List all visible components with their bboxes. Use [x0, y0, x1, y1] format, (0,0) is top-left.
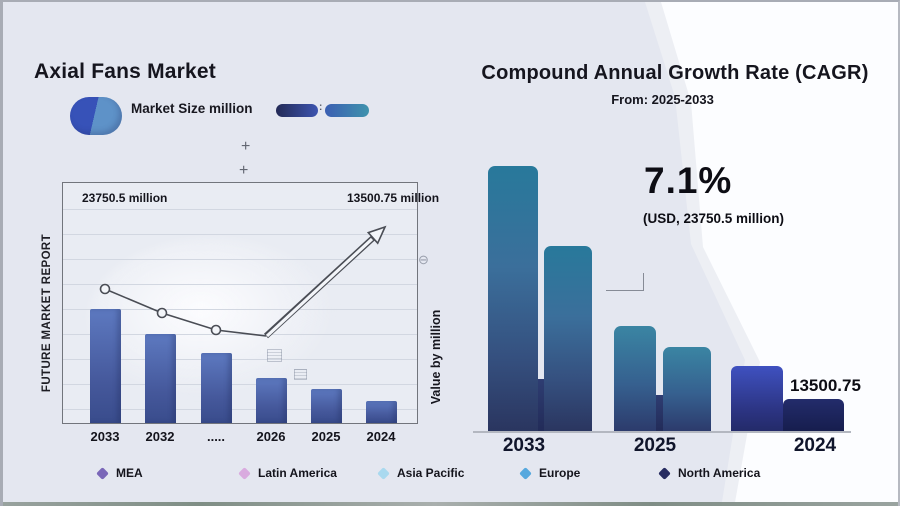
x-tick-label: .....: [206, 429, 226, 444]
legend-label: MEA: [116, 466, 143, 480]
x-tick-label: 2024: [366, 429, 396, 444]
x-tick-label: 2026: [256, 429, 286, 444]
bar-2033: [90, 309, 121, 423]
bar-2025: [311, 389, 342, 423]
cagr-bar-2024-left: [731, 366, 783, 432]
right-chart-axis-line: [473, 431, 851, 433]
trend-line-arrow: [99, 225, 387, 339]
legend-label: North America: [678, 466, 761, 480]
sketch-doc-icon: [267, 349, 282, 362]
x-tick-label: 2025: [311, 429, 341, 444]
x-tick-label: 2025: [633, 435, 677, 456]
cagr-bar-2033-right: [544, 246, 592, 432]
market-size-label: Market Size million: [131, 101, 253, 116]
gridline: [63, 308, 417, 310]
bar-2032: [145, 334, 176, 423]
chart-max-value-label: 23750.5 million: [82, 191, 168, 205]
future-market-report-watermark: FUTURE MARKET REPORT: [41, 233, 53, 393]
gridline: [63, 358, 417, 360]
bar-.....: [201, 353, 232, 423]
gridline: [63, 258, 417, 260]
gridline: [63, 333, 417, 335]
gridline: [63, 233, 417, 235]
cagr-bar-2024-right: [783, 399, 844, 432]
right-chart-x-axis: 2033 2025 2024: [3, 435, 898, 457]
legend-label: Latin America: [258, 466, 337, 480]
minus-circle-icon: ⊖: [418, 252, 429, 267]
legend-diamond-icon: [377, 466, 390, 480]
sketch-doc-icon: [294, 369, 307, 380]
cagr-bar-2025-left: [614, 326, 656, 432]
value-axis-label: Value by million: [429, 309, 443, 405]
legend-label: Europe: [539, 466, 581, 480]
left-chart-x-axis: 2033 2032..... 2026 2025 2024: [3, 429, 453, 447]
market-size-chart: [62, 182, 418, 424]
ratio-pill-dark-icon: [276, 104, 318, 117]
cagr-bar-2033-left: [488, 166, 538, 432]
legend-item-mea: MEA: [96, 466, 143, 480]
legend-label: Asia Pacific: [397, 466, 465, 480]
bar-2026: [256, 378, 287, 423]
legend-item-north-america: North America: [658, 466, 761, 480]
cagr-value: 7.1%: [644, 160, 733, 201]
cagr-note: (USD, 23750.5 million): [643, 211, 785, 226]
legend-item-latin-america: Latin America: [238, 466, 337, 480]
gridline: [63, 208, 417, 210]
x-tick-label: 2032: [145, 429, 175, 444]
bar-2024: [366, 401, 397, 423]
bar-pair-joint: [656, 395, 663, 432]
legend-diamond-icon: [96, 466, 109, 480]
gridline: [63, 408, 417, 410]
x-tick-label: 2033: [502, 435, 546, 456]
bar-pair-joint: [538, 379, 544, 432]
ratio-colon: :: [319, 102, 323, 113]
gridline: [63, 383, 417, 385]
plus-decor-icon: +: [241, 138, 251, 155]
page-title: Axial Fans Market: [34, 60, 216, 83]
corner-line-decor: [606, 273, 644, 291]
legend-diamond-icon: [519, 466, 532, 480]
x-tick-label: 2033: [90, 429, 120, 444]
x-tick-label: 2024: [793, 435, 837, 456]
gridline: [63, 283, 417, 285]
plus-decor-icon: +: [239, 162, 249, 179]
value-callout: 13500.75: [790, 376, 861, 395]
legend-diamond-icon: [238, 466, 251, 480]
legend-diamond-icon: [658, 466, 671, 480]
cagr-bar-2025-right: [663, 347, 711, 432]
cagr-title: Compound Annual Growth Rate (CAGR): [481, 62, 869, 84]
cagr-period: From: 2025-2033: [611, 92, 714, 107]
bottom-edge-strip: [3, 502, 898, 506]
ratio-pill-teal-icon: [325, 104, 369, 117]
legend-item-europe: Europe: [519, 466, 581, 480]
market-size-pill-icon: [70, 97, 122, 135]
legend-item-asia-pacific: Asia Pacific: [377, 466, 465, 480]
chart-min-value-label: 13500.75 million: [347, 191, 440, 205]
